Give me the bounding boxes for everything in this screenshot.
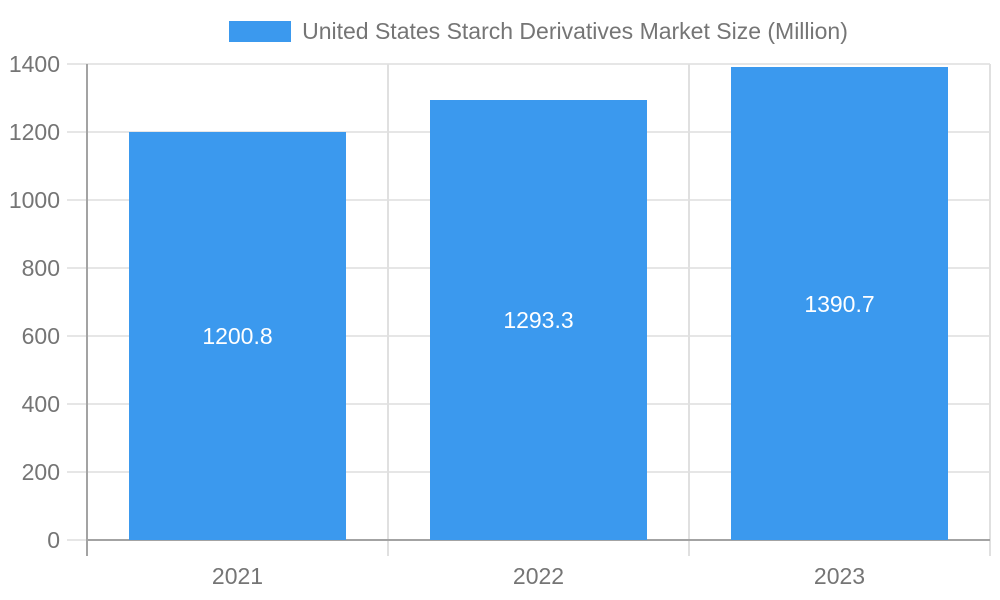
legend-swatch xyxy=(229,20,292,42)
bar-2022[interactable] xyxy=(430,100,647,540)
legend-label chart-title: United States Starch Derivatives Market … xyxy=(302,17,848,44)
x-axis-tick-label: 2022 xyxy=(512,563,565,589)
y-axis-line xyxy=(86,64,88,556)
x-axis-tick-label: 2023 xyxy=(813,563,866,589)
bar-value-label: 1390.7 xyxy=(804,290,875,317)
y-axis-tick-label: 1000 xyxy=(8,187,60,213)
x-axis-line xyxy=(87,539,990,541)
x-axis-tick-label: 2021 xyxy=(211,563,264,589)
y-axis-tick-label: 0 xyxy=(47,527,60,553)
y-axis-tick-label: 400 xyxy=(21,391,60,417)
bar-value-label: 1200.8 xyxy=(202,322,273,349)
x-gridline xyxy=(989,64,991,556)
x-gridline xyxy=(688,64,690,556)
y-axis-tick-label: 600 xyxy=(21,323,60,349)
legend: United States Starch Derivatives Market … xyxy=(87,16,990,46)
y-axis-tick-label: 1400 xyxy=(8,51,60,77)
bar-2021[interactable] xyxy=(129,131,346,540)
y-axis-tick-label: 200 xyxy=(21,459,60,485)
x-gridline xyxy=(387,64,389,556)
y-axis-tick-label: 1200 xyxy=(8,119,60,145)
y-axis-tick-label: 800 xyxy=(21,255,60,281)
bar-2023[interactable] xyxy=(731,67,948,540)
bar-value-label: 1293.3 xyxy=(503,307,574,334)
y-gridline-1400 xyxy=(67,63,990,65)
